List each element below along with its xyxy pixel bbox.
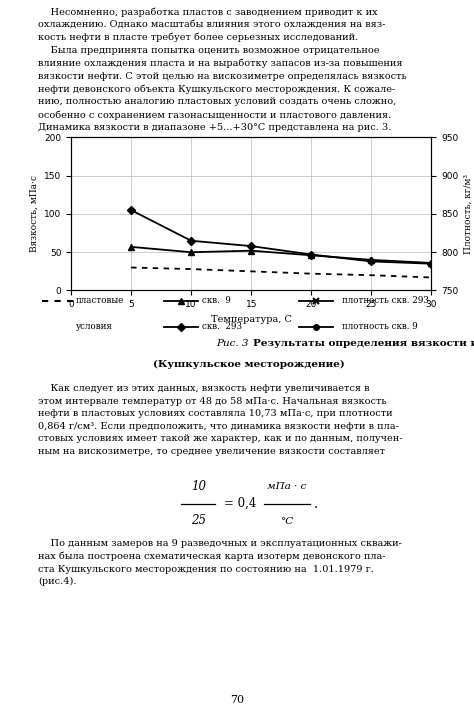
Text: По данным замеров на 9 разведочных и эксплуатационных скважи-
нах была построена: По данным замеров на 9 разведочных и экс… [38,539,402,587]
Text: мПа · с: мПа · с [267,481,307,491]
Text: условия: условия [76,322,113,331]
Y-axis label: Вязкость, мПа·с: Вязкость, мПа·с [29,175,38,253]
Y-axis label: Плотность, кг/м³: Плотность, кг/м³ [464,174,473,254]
Text: плотность скв. 293: плотность скв. 293 [342,296,428,305]
Text: = 0,4: = 0,4 [224,497,256,511]
Text: Несомненно, разработка пластов с заводнением приводит к их
охлаждению. Однако ма: Несомненно, разработка пластов с заводне… [38,7,407,132]
Text: Результаты определения вязкости и плотности нефти: Результаты определения вязкости и плотно… [253,339,474,347]
Text: скв.  293: скв. 293 [202,322,242,331]
X-axis label: Температура, С: Температура, С [211,315,292,324]
Text: 70: 70 [230,694,244,705]
Text: Рис. 3: Рис. 3 [216,339,249,347]
Text: .: . [314,497,319,511]
Text: скв.  9: скв. 9 [202,296,231,305]
Text: °С: °С [280,517,293,526]
Text: пластовые: пластовые [76,296,124,305]
Text: 10: 10 [191,480,206,493]
Text: 25: 25 [191,514,206,528]
Text: Как следует из этих данных, вязкость нефти увеличивается в
этом интервале темпер: Как следует из этих данных, вязкость неф… [38,384,402,456]
Text: (Кушкульское месторождение): (Кушкульское месторождение) [153,360,345,369]
Text: плотность скв. 9: плотность скв. 9 [342,322,418,331]
